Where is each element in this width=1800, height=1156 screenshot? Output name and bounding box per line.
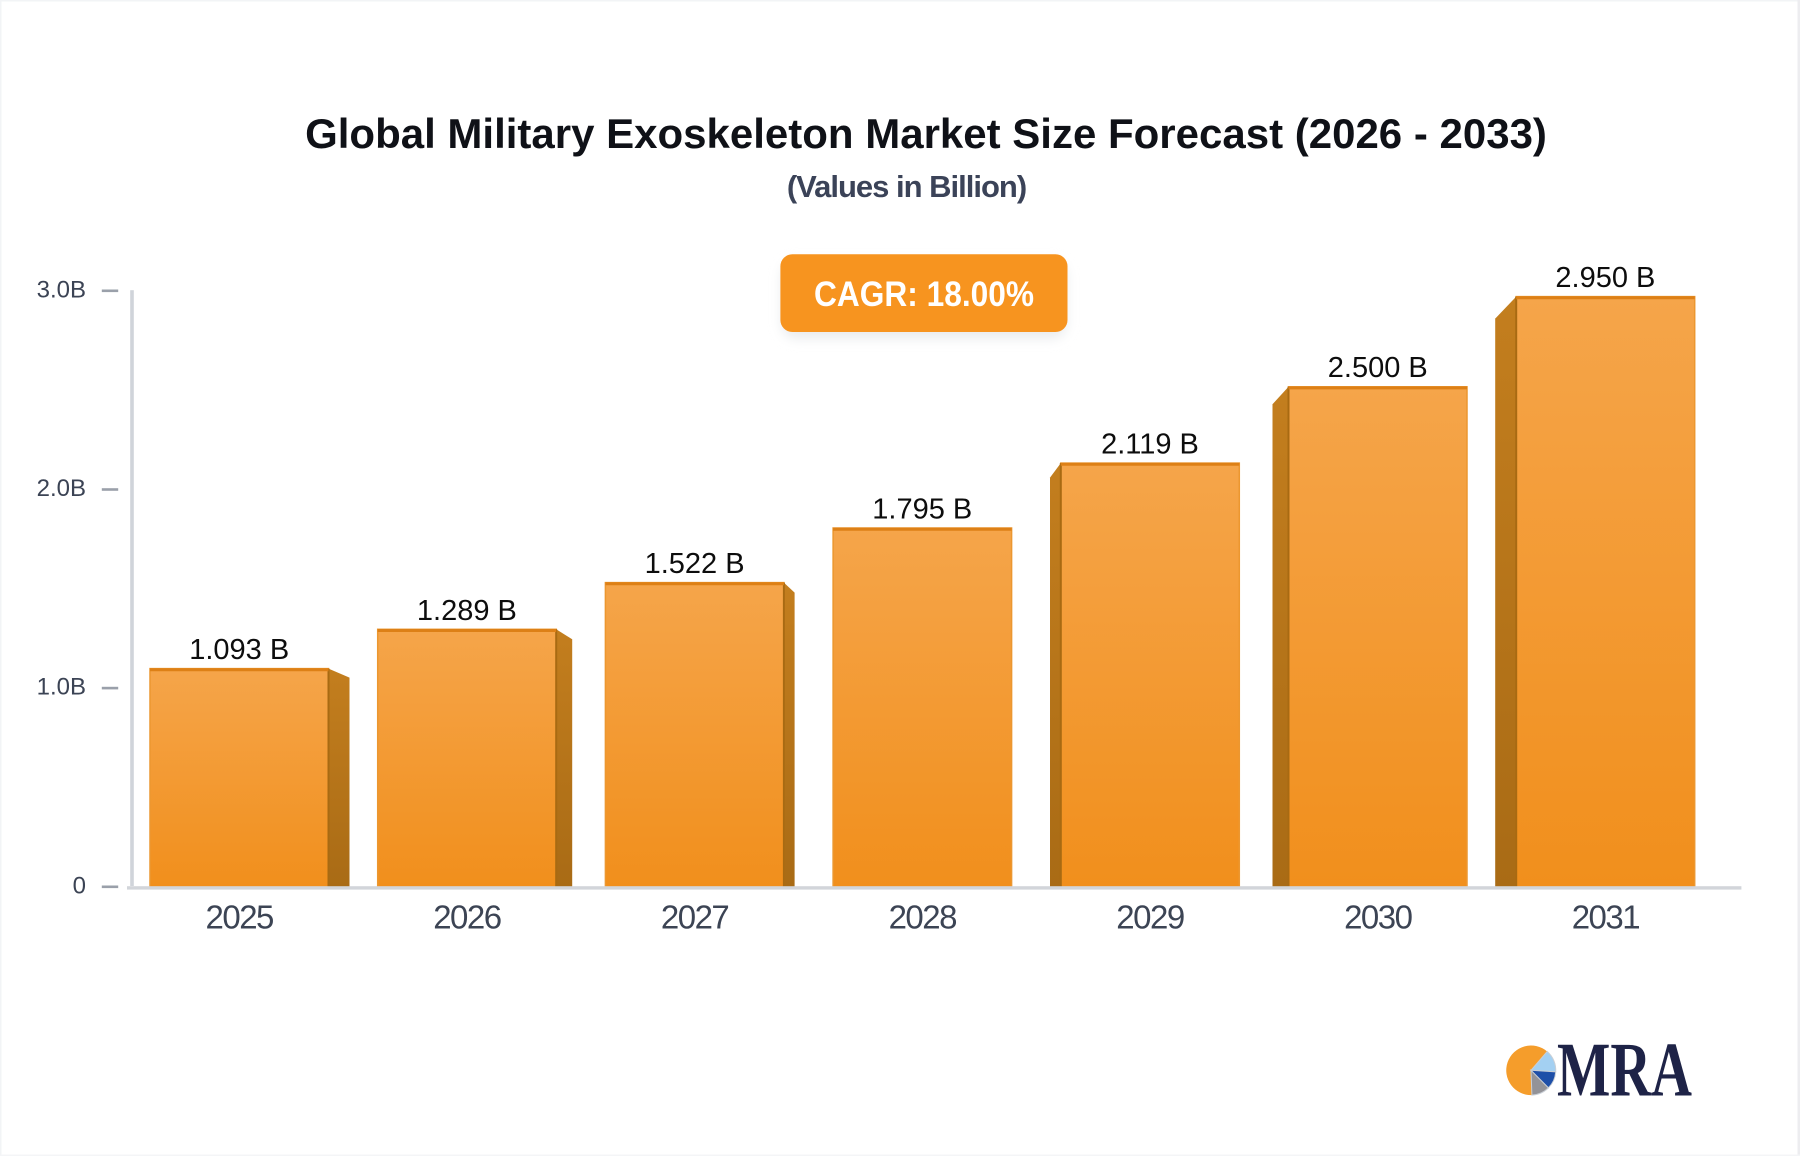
svg-text:1.795 B: 1.795 B: [872, 494, 972, 526]
svg-text:0: 0: [73, 872, 86, 899]
svg-text:2.950 B: 2.950 B: [1555, 262, 1655, 294]
svg-text:2030: 2030: [1344, 899, 1413, 936]
svg-text:2029: 2029: [1116, 899, 1184, 936]
svg-text:2.500 B: 2.500 B: [1328, 352, 1428, 384]
svg-text:2.0B: 2.0B: [37, 475, 86, 502]
svg-text:3.0B: 3.0B: [37, 276, 86, 303]
svg-text:CAGR: 18.00%: CAGR: 18.00%: [814, 275, 1034, 314]
svg-text:2025: 2025: [205, 899, 273, 936]
svg-text:(Values in Billion): (Values in Billion): [787, 169, 1026, 204]
svg-text:2.119 B: 2.119 B: [1101, 429, 1199, 461]
svg-text:MRA: MRA: [1557, 1027, 1692, 1113]
svg-text:2031: 2031: [1572, 899, 1640, 936]
svg-text:1.289 B: 1.289 B: [417, 595, 517, 627]
svg-text:2028: 2028: [889, 899, 957, 936]
svg-text:2027: 2027: [661, 899, 729, 936]
svg-text:1.522 B: 1.522 B: [645, 548, 745, 580]
svg-text:Global Military Exoskeleton Ma: Global Military Exoskeleton Market Size …: [305, 110, 1547, 157]
svg-text:2026: 2026: [433, 899, 501, 936]
svg-text:1.0B: 1.0B: [37, 674, 86, 701]
svg-text:1.093 B: 1.093 B: [189, 634, 289, 666]
